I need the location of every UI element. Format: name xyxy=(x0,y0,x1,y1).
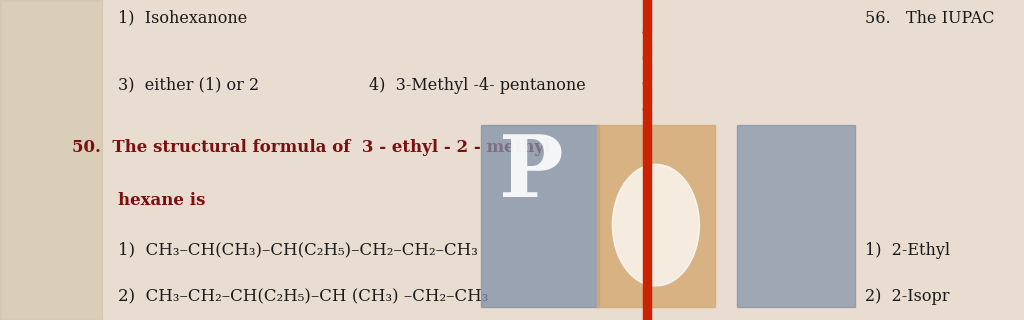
Text: 4)  3-Methyl -4- pentanone: 4) 3-Methyl -4- pentanone xyxy=(369,77,586,94)
Text: 3)  either (1) or 2: 3) either (1) or 2 xyxy=(118,77,259,94)
Text: 2)  2-Isopr: 2) 2-Isopr xyxy=(865,288,950,305)
Text: 1)  CH₃–CH(CH₃)–CH(C₂H₅)–CH₂–CH₂–CH₃: 1) CH₃–CH(CH₃)–CH(C₂H₅)–CH₂–CH₂–CH₃ xyxy=(118,242,477,259)
Text: 56.   The IUPAC: 56. The IUPAC xyxy=(865,10,994,27)
Text: 1)  2-Ethyl: 1) 2-Ethyl xyxy=(865,242,950,259)
Bar xyxy=(597,125,715,307)
Ellipse shape xyxy=(612,164,699,286)
Text: 2)  CH₃–CH₂–CH(C₂H₅)–CH (CH₃) –CH₂–CH₃: 2) CH₃–CH₂–CH(C₂H₅)–CH (CH₃) –CH₂–CH₃ xyxy=(118,288,488,305)
Bar xyxy=(481,125,599,307)
Text: 1)  Isohexanone: 1) Isohexanone xyxy=(118,10,247,27)
Text: hexane is: hexane is xyxy=(118,192,205,209)
Text: P: P xyxy=(499,131,563,215)
Bar xyxy=(737,125,855,307)
Bar xyxy=(0,0,102,320)
Text: 50.  The structural formula of  3 - ethyl - 2 - methyl: 50. The structural formula of 3 - ethyl … xyxy=(72,139,550,156)
Text: RCC * RCC * RCC * RCC * RCC: RCC * RCC * RCC * RCC * RCC xyxy=(643,10,651,130)
Bar xyxy=(643,0,651,320)
